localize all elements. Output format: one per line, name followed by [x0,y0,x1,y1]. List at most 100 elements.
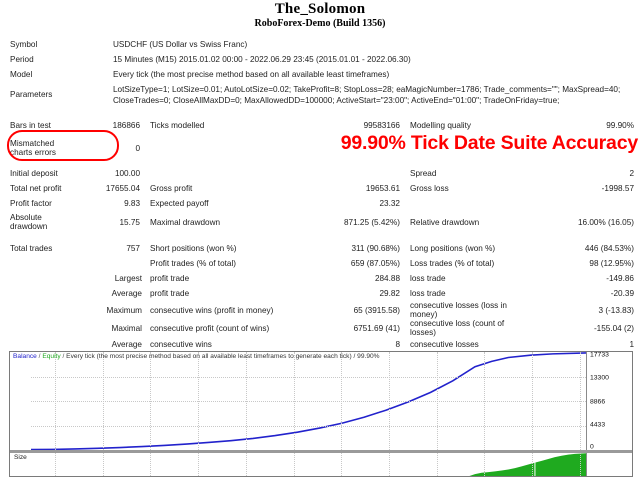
mismatched-errors-label-line1: Mismatched [10,138,55,148]
legend-description: Every tick (the most precise method base… [66,353,380,360]
report-subtitle: RoboForex-Demo (Build 1356) [254,18,386,29]
gridline-v [245,352,247,450]
trade-label-3: consecutive loss (count of losses) [410,319,505,337]
symbol-value: USDCHF (US Dollar vs Swiss Franc) [113,40,248,49]
trade-label-1: Maximal [111,323,142,333]
stat-value-2: 19653.61 [365,184,400,193]
gridline-v [532,453,534,476]
quality-table: Bars in test 186866 Ticks modelled 99583… [0,118,640,163]
table-row: Maximum consecutive wins (profit in mone… [0,301,640,319]
trade-label-2: profit trade [150,274,190,283]
ticks-modelled-value: 99583166 [363,121,400,130]
gridline-h [31,376,586,378]
stat-value-2: 871.25 (5.42%) [344,217,400,227]
table-row: Profit factor 9.83 Expected payoff 23.32 [0,196,640,211]
report-title: The_Solomon [274,1,366,17]
size-y-axis [586,453,632,476]
trades-table: Total trades 757 Short positions (won %)… [0,241,640,352]
parameters-line-2: CloseTrades=0; CloseAllMaxDD=0; MaxAllow… [113,95,560,105]
table-row: Initial deposit 100.00 Spread 2 [0,166,640,181]
stat-label-1: Profit factor [10,199,52,208]
balance-equity-chart[interactable]: 17733 13300 8866 4433 0 Balance / Equity… [9,351,633,477]
gridline-v [341,352,343,450]
stat-label-2: Expected payoff [150,199,209,208]
gridline-v [579,352,581,450]
trade-value-3: 446 (84.53%) [584,244,634,253]
stat-value-1: 9.83 [124,199,140,208]
trade-label-1: Average [111,340,142,349]
balance-curve [31,352,586,450]
legend-separator-2: / [60,353,67,360]
table-row: Maximal consecutive profit (count of win… [0,319,640,337]
gridline-v [54,352,56,450]
stat-value-2 [284,166,404,181]
stat-label-1: Total net profit [10,184,62,193]
stat-label-1: Initial deposit [10,169,58,178]
gridline-v [150,453,152,476]
trade-label-3: Long positions (won %) [410,244,496,253]
stat-value-3: -1998.57 [601,184,634,193]
symbol-label: Symbol [10,40,38,49]
gridline-v [150,352,152,450]
modelling-quality-value: 99.90% [606,121,634,130]
bars-in-test-label: Bars in test [10,121,51,130]
trade-value-2: 659 (87.05%) [350,259,400,268]
info-row-period: Period 15 Minutes (M15) 2015.01.02 00:00… [0,55,640,70]
trade-value-2: 6751.69 (41) [353,323,400,333]
gridline-v [341,453,343,476]
y-tick-label: 17733 [590,352,609,359]
gridline-v [532,352,534,450]
period-label: Period [10,55,34,64]
gridline-v [198,453,200,476]
stat-label-3 [404,196,530,211]
trade-value-3: -155.04 (2) [593,323,634,333]
balance-line [31,353,586,450]
stat-value-3: 2 [629,169,634,178]
trade-label-1 [0,256,72,271]
trade-value-2: 8 [395,340,400,349]
chart-y-axis: 17733 13300 8866 4433 0 [586,352,632,450]
info-table: Symbol USDCHF (US Dollar vs Swiss Franc)… [0,40,640,106]
stat-label-3: Spread [410,169,437,178]
gridline-v [484,352,486,450]
trade-label-2: consecutive wins (profit in money) [150,305,274,315]
gridline-v [436,352,438,450]
trade-label-1: Total trades [10,244,53,253]
trade-value-1: 757 [126,244,140,253]
chart-legend: Balance / Equity / Every tick (the most … [13,353,380,360]
trade-value-2: 65 (3915.58) [353,305,400,315]
info-row-parameters: Parameters LotSizeType=1; LotSize=0.01; … [0,85,640,106]
absolute-drawdown-line1: Absolute [10,212,42,222]
trade-value-2: 311 (90.68%) [351,244,400,253]
trade-value-3: 1 [629,340,634,349]
size-area-fill [469,453,586,476]
bars-in-test-value: 186866 [112,121,140,130]
legend-separator-1: / [36,353,43,360]
chart-divider [10,450,632,453]
stat-value-2: 23.32 [379,199,401,208]
gridline-h [31,425,586,427]
stat-label-3: Relative drawdown [410,217,480,227]
trade-label-2: profit trade [150,289,190,298]
legend-equity: Equity [42,353,61,360]
trade-label-3: consecutive losses (loss in money) [410,301,507,319]
model-label: Model [10,70,33,79]
trade-label-1: Average [111,289,142,298]
mismatched-errors-label-line2: charts errors [10,148,56,157]
gridline-v [198,352,200,450]
gridline-v [245,453,247,476]
trade-value-3: 98 (12.95%) [589,259,634,268]
trade-label-3: loss trade [410,274,446,283]
stat-value-1: 15.75 [119,217,141,227]
stat-label-2: Gross profit [150,184,193,193]
stat-value-3: 16.00% (16.05) [578,217,634,227]
table-row: Average consecutive wins 8 consecutive l… [0,337,640,352]
chart-main-panel: 17733 13300 8866 4433 0 Balance / Equity… [10,352,632,450]
model-value: Every tick (the most precise method base… [113,70,390,79]
trade-value-3: 3 (-13.83) [598,305,635,315]
trade-value-2: 29.82 [379,289,401,298]
trade-label-1: Largest [114,274,142,283]
trade-value-3: -149.86 [606,274,634,283]
stat-label-2 [144,166,284,181]
gridline-v [388,352,390,450]
